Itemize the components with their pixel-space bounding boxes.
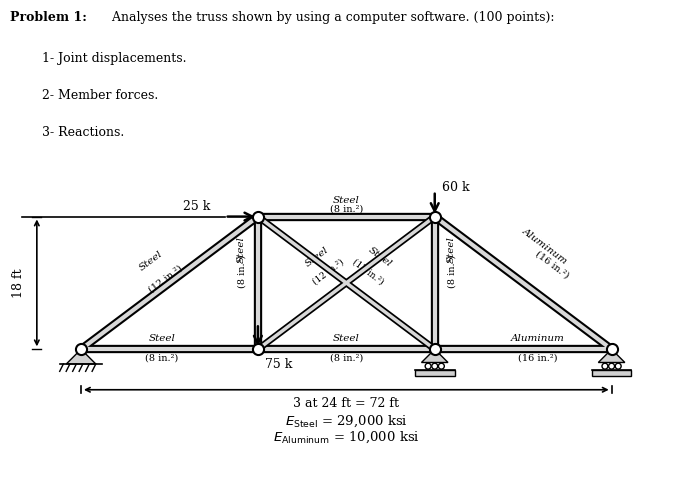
Polygon shape <box>66 349 96 364</box>
Text: (12 in.²): (12 in.²) <box>311 257 345 287</box>
Polygon shape <box>598 349 625 363</box>
Text: Aluminum: Aluminum <box>521 226 570 266</box>
Text: 2- Member forces.: 2- Member forces. <box>42 89 158 102</box>
Text: Steel: Steel <box>333 334 360 343</box>
Text: 25 k: 25 k <box>183 200 210 213</box>
Circle shape <box>602 363 608 369</box>
Text: Steel: Steel <box>447 236 456 263</box>
Polygon shape <box>421 349 448 363</box>
Text: (12 in.²): (12 in.²) <box>147 264 184 294</box>
Text: 1- Joint displacements.: 1- Joint displacements. <box>42 52 186 65</box>
Text: (8 in.²): (8 in.²) <box>447 255 456 289</box>
Circle shape <box>615 363 621 369</box>
Text: 3 at 24 ft = 72 ft: 3 at 24 ft = 72 ft <box>293 397 399 410</box>
Text: Steel: Steel <box>138 249 164 272</box>
Text: $E_\mathrm{Steel}$ = 29,000 ksi: $E_\mathrm{Steel}$ = 29,000 ksi <box>285 414 407 429</box>
Circle shape <box>432 363 438 369</box>
Text: (8 in.²): (8 in.²) <box>146 354 178 363</box>
Text: Steel: Steel <box>333 196 360 205</box>
Text: Steel: Steel <box>366 245 393 269</box>
Text: 60 k: 60 k <box>442 181 470 194</box>
Polygon shape <box>415 370 454 376</box>
Text: Steel: Steel <box>303 245 330 269</box>
Text: $E_\mathrm{Aluminum}$ = 10,000 ksi: $E_\mathrm{Aluminum}$ = 10,000 ksi <box>273 430 420 445</box>
Text: (8 in.²): (8 in.²) <box>330 354 363 363</box>
Text: Problem 1:: Problem 1: <box>10 11 88 24</box>
Polygon shape <box>592 370 631 376</box>
Text: (8 in.²): (8 in.²) <box>330 205 363 214</box>
Circle shape <box>425 363 431 369</box>
Text: Analyses the truss shown by using a computer software. (100 points):: Analyses the truss shown by using a comp… <box>108 11 555 24</box>
Text: (16 in.²): (16 in.²) <box>534 249 571 280</box>
Text: Aluminum: Aluminum <box>511 334 565 343</box>
Text: (16 in.²): (16 in.²) <box>518 354 558 363</box>
Circle shape <box>608 363 615 369</box>
Text: 18 ft: 18 ft <box>12 268 25 298</box>
Text: (8 in.²): (8 in.²) <box>237 255 246 289</box>
Text: (12 in.²): (12 in.²) <box>351 257 386 287</box>
Text: Steel: Steel <box>148 334 176 343</box>
Text: 3- Reactions.: 3- Reactions. <box>42 126 125 139</box>
Text: Steel: Steel <box>237 236 246 263</box>
Text: 75 k: 75 k <box>265 358 293 371</box>
Circle shape <box>438 363 444 369</box>
